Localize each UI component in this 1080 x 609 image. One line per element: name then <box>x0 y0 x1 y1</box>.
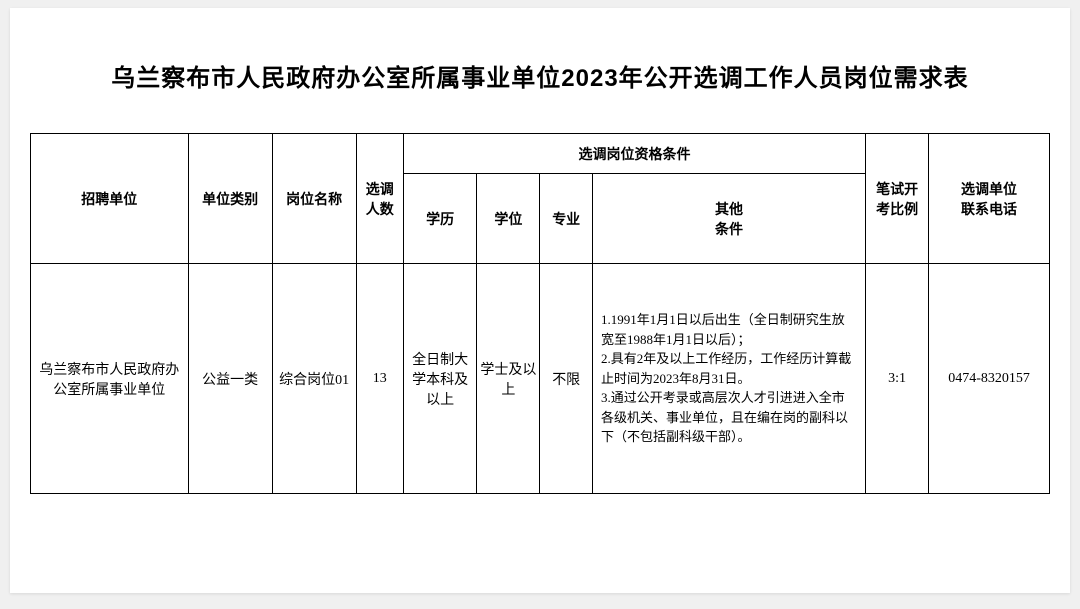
th-other: 其他条件 <box>592 174 865 264</box>
cell-unit: 乌兰察布市人民政府办公室所属事业单位 <box>31 264 189 494</box>
cell-deg: 学士及以上 <box>477 264 540 494</box>
cell-ratio: 3:1 <box>866 264 929 494</box>
th-type: 单位类别 <box>188 134 272 264</box>
th-num: 选调人数 <box>356 134 403 264</box>
cell-num: 13 <box>356 264 403 494</box>
cell-edu: 全日制大学本科及以上 <box>403 264 477 494</box>
cell-major: 不限 <box>540 264 593 494</box>
cell-other: 1.1991年1月1日以后出生（全日制研究生放宽至1988年1月1日以后）；2.… <box>592 264 865 494</box>
page-title: 乌兰察布市人民政府办公室所属事业单位2023年公开选调工作人员岗位需求表 <box>10 8 1070 133</box>
th-ratio: 笔试开考比例 <box>866 134 929 264</box>
th-phone: 选调单位联系电话 <box>929 134 1050 264</box>
table-row: 乌兰察布市人民政府办公室所属事业单位 公益一类 综合岗位01 13 全日制大学本… <box>31 264 1050 494</box>
th-deg: 学位 <box>477 174 540 264</box>
cell-phone: 0474-8320157 <box>929 264 1050 494</box>
requirements-table: 招聘单位 单位类别 岗位名称 选调人数 选调岗位资格条件 笔试开考比例 选调单位… <box>30 133 1050 494</box>
th-group: 选调岗位资格条件 <box>403 134 865 174</box>
th-edu: 学历 <box>403 174 477 264</box>
th-major: 专业 <box>540 174 593 264</box>
cell-type: 公益一类 <box>188 264 272 494</box>
document-page: 乌兰察布市人民政府办公室所属事业单位2023年公开选调工作人员岗位需求表 招聘单… <box>10 8 1070 593</box>
th-unit: 招聘单位 <box>31 134 189 264</box>
th-post: 岗位名称 <box>272 134 356 264</box>
cell-post: 综合岗位01 <box>272 264 356 494</box>
